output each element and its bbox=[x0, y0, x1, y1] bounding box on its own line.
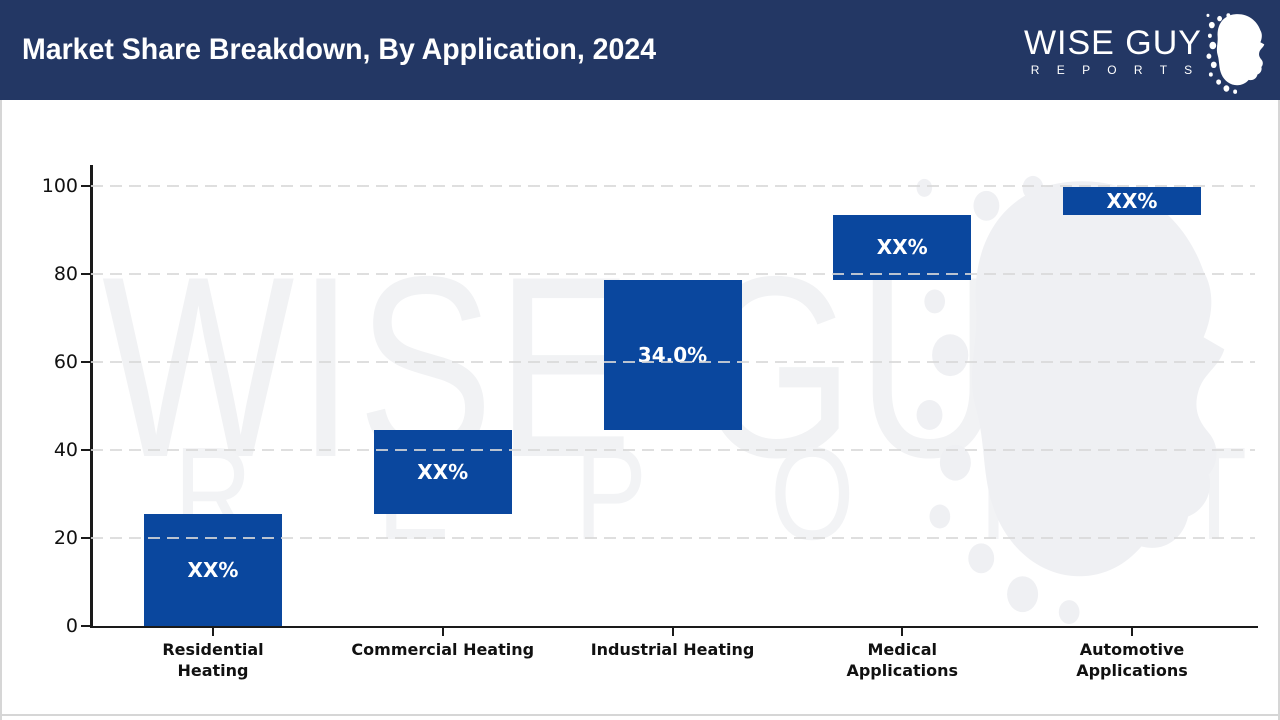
gridline bbox=[91, 360, 1255, 363]
y-tick-label: 0 bbox=[65, 615, 78, 637]
y-tick-label: 100 bbox=[41, 174, 78, 197]
bottom-border bbox=[2, 714, 1280, 716]
y-tick-mark bbox=[81, 360, 90, 363]
bar-industrial-heating: 34.0% bbox=[603, 280, 742, 430]
page-title: Market Share Breakdown, By Application, … bbox=[22, 33, 657, 66]
bar-value-label: XX% bbox=[876, 235, 928, 260]
bar-value-label: XX% bbox=[187, 557, 239, 582]
header-bar: Market Share Breakdown, By Application, … bbox=[0, 0, 1280, 100]
x-tick-mark bbox=[671, 627, 674, 636]
y-axis-line bbox=[90, 165, 93, 627]
y-tick-mark bbox=[81, 448, 90, 451]
x-tick-label-residential-heating: Residential Heating bbox=[162, 640, 264, 680]
wise-guy-logo: WISE GUY R E P O R T S bbox=[1024, 4, 1274, 96]
gridline bbox=[91, 184, 1255, 187]
bar-medical-applications: XX% bbox=[833, 214, 972, 281]
logo-face-icon bbox=[1206, 13, 1265, 94]
x-tick-label-automotive-applications: Automotive Applications bbox=[1076, 640, 1188, 680]
logo-text: WISE GUY R E P O R T S bbox=[1024, 26, 1202, 77]
gridline bbox=[91, 536, 1255, 539]
bar-value-label: 34.0% bbox=[637, 343, 708, 368]
gridline bbox=[91, 272, 1255, 275]
y-tick-mark bbox=[81, 184, 90, 187]
bar-residential-heating: XX% bbox=[144, 513, 282, 626]
y-tick-label: 60 bbox=[53, 350, 78, 373]
y-tick-label: 80 bbox=[53, 262, 78, 285]
x-tick-mark bbox=[1131, 627, 1133, 636]
bar-value-label: XX% bbox=[417, 459, 469, 484]
y-tick-mark bbox=[81, 536, 90, 539]
y-tick-label: 20 bbox=[53, 526, 78, 549]
logo-subtext: R E P O R T S bbox=[1030, 63, 1200, 77]
x-tick-mark bbox=[212, 627, 214, 636]
x-tick-label-industrial-heating: Industrial Heating bbox=[590, 640, 755, 659]
x-tick-mark bbox=[901, 627, 904, 636]
logo-wordmark: WISE GUY bbox=[1023, 24, 1202, 62]
y-tick-mark bbox=[81, 272, 90, 275]
y-tick-label: 40 bbox=[53, 438, 78, 461]
bar-value-label: XX% bbox=[1106, 188, 1158, 213]
x-tick-mark bbox=[441, 627, 444, 636]
x-tick-label-medical-applications: Medical Applications bbox=[846, 640, 959, 680]
gridline bbox=[91, 448, 1255, 451]
y-tick-mark bbox=[81, 625, 90, 627]
bar-commercial-heating: XX% bbox=[373, 429, 512, 514]
x-axis-line bbox=[90, 625, 1258, 628]
bar-automotive-applications: XX% bbox=[1063, 186, 1201, 215]
x-tick-label-commercial-heating: Commercial Heating bbox=[351, 640, 535, 659]
